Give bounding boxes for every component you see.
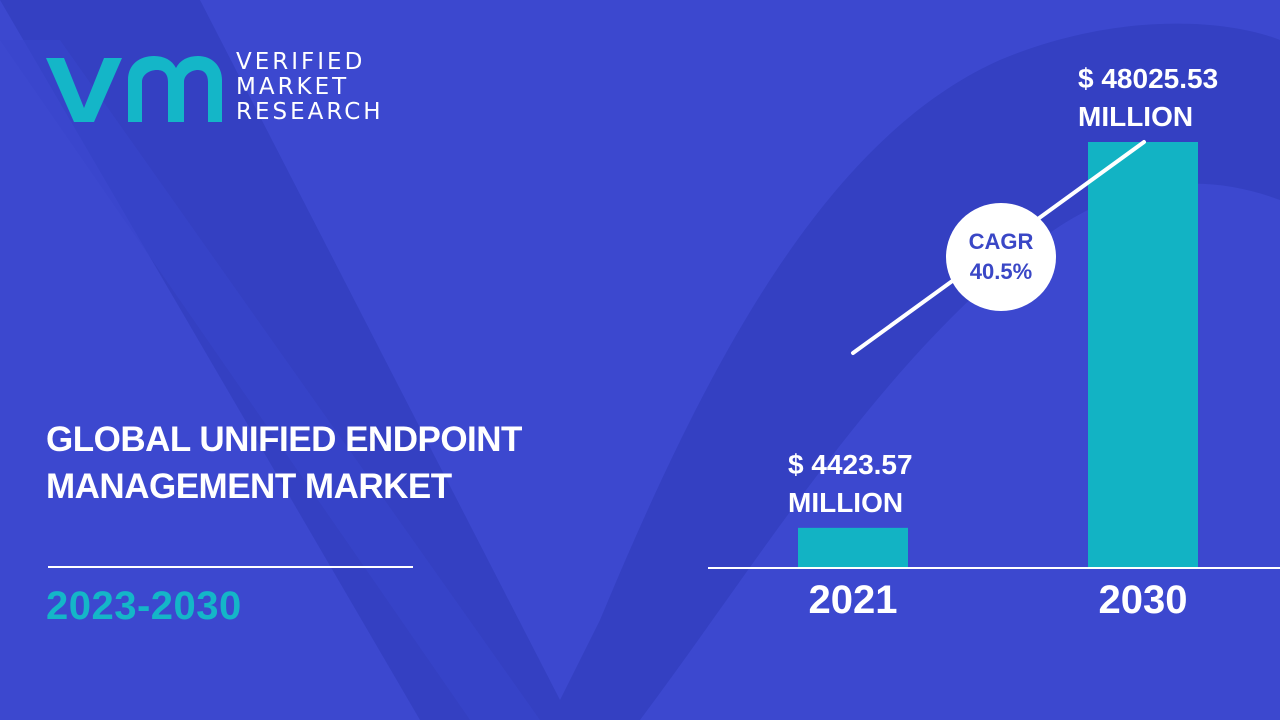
bar-2030 — [1088, 142, 1198, 567]
brand-line-3: RESEARCH — [236, 99, 384, 125]
cagr-badge: CAGR 40.5% — [946, 203, 1056, 311]
bar-value-label-2030: $ 48025.53 MILLION — [1078, 63, 1219, 132]
page-title: GLOBAL UNIFIED ENDPOINT MANAGEMENT MARKE… — [46, 416, 666, 510]
brand-name: VERIFIED MARKET RESEARCH — [236, 50, 384, 125]
category-label-2030: 2030 — [1098, 578, 1188, 622]
bar-2021 — [798, 527, 908, 567]
vmr-logo-icon — [46, 56, 222, 122]
bar-value-label-2021: $ 4423.57 MILLION — [788, 448, 913, 518]
category-label-2021: 2021 — [808, 578, 898, 622]
title-line-2: MANAGEMENT MARKET — [46, 467, 452, 506]
cagr-label: CAGR — [968, 229, 1034, 254]
brand-line-2: MARKET — [236, 74, 350, 100]
brand-logo: VERIFIED MARKET RESEARCH — [44, 50, 404, 130]
forecast-period: 2023-2030 — [46, 584, 242, 628]
brand-line-1: VERIFIED — [236, 49, 366, 75]
title-divider — [48, 566, 413, 568]
cagr-value: 40.5% — [969, 259, 1033, 284]
title-line-1: GLOBAL UNIFIED ENDPOINT — [46, 420, 522, 459]
